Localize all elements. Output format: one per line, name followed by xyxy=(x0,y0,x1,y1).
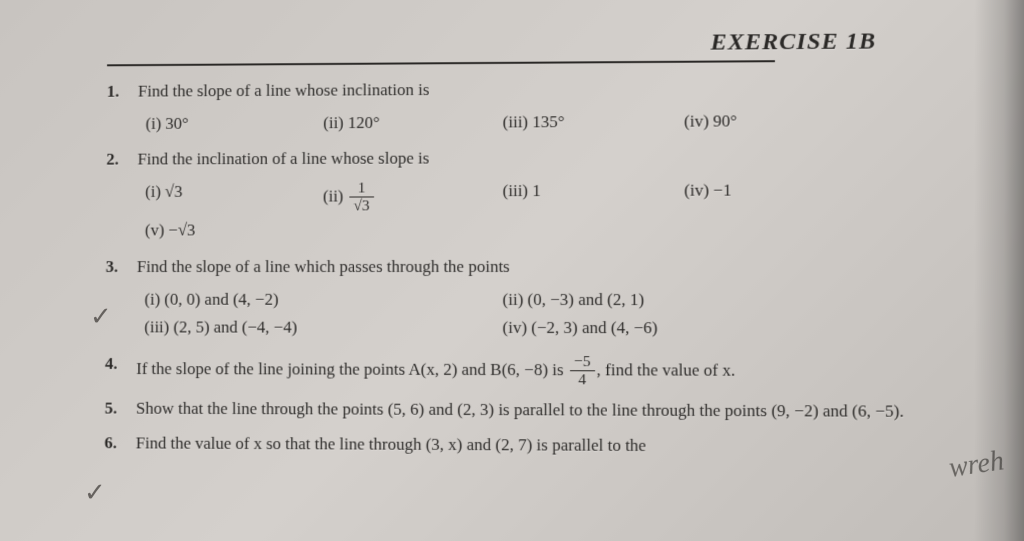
page-curl-text: wreh xyxy=(947,445,1006,484)
question-1: 1. Find the slope of a line whose inclin… xyxy=(107,75,969,138)
checkmark-icon: ✓ xyxy=(84,478,106,508)
q-number: 6. xyxy=(104,431,128,456)
option: (i) (0, 0) and (4, −2) xyxy=(144,285,502,314)
q-stem-text: Show that the line through the points (5… xyxy=(136,397,904,425)
option: (i) 30° xyxy=(146,109,324,138)
q-stem-text: If the slope of the line joining the poi… xyxy=(136,352,735,389)
q-number: 5. xyxy=(105,397,129,422)
q-stem-text: Find the slope of a line which passes th… xyxy=(137,255,510,280)
checkmark-icon: ✓ xyxy=(90,302,112,332)
option: (ii) (0, −3) and (2, 1) xyxy=(503,286,869,315)
q-number: 2. xyxy=(106,148,130,172)
question-6: 6. Find the value of x so that the line … xyxy=(104,431,970,460)
title-rule xyxy=(107,60,775,66)
option: (iv) −1 xyxy=(684,176,868,216)
question-5: 5. Show that the line through the points… xyxy=(105,397,970,425)
option: (iii) 1 xyxy=(503,177,685,217)
q-number: 1. xyxy=(107,80,131,104)
q-number: 4. xyxy=(105,352,129,387)
question-4: 4. If the slope of the line joining the … xyxy=(105,352,970,390)
option: (iii) 135° xyxy=(503,107,684,136)
question-2: 2. Find the inclination of a line whose … xyxy=(106,145,969,245)
question-3: 3. Find the slope of a line which passes… xyxy=(105,255,969,344)
option: (ii) 120° xyxy=(323,108,503,137)
q-number: 3. xyxy=(106,255,130,279)
q-stem-text: Find the slope of a line whose inclinati… xyxy=(138,78,429,104)
option: (i) √3 xyxy=(145,178,323,217)
exercise-title: EXERCISE 1B xyxy=(107,28,968,61)
option: (iv) 90° xyxy=(684,106,867,136)
option: (iv) (−2, 3) and (4, −6) xyxy=(503,314,869,343)
q-stem-text: Find the inclination of a line whose slo… xyxy=(137,147,429,172)
option: (iii) (2, 5) and (−4, −4) xyxy=(144,314,502,343)
option: (ii) 1√3 xyxy=(323,177,503,217)
q-stem-text: Find the value of x so that the line thr… xyxy=(136,431,646,458)
option: (v) −√3 xyxy=(145,216,969,246)
